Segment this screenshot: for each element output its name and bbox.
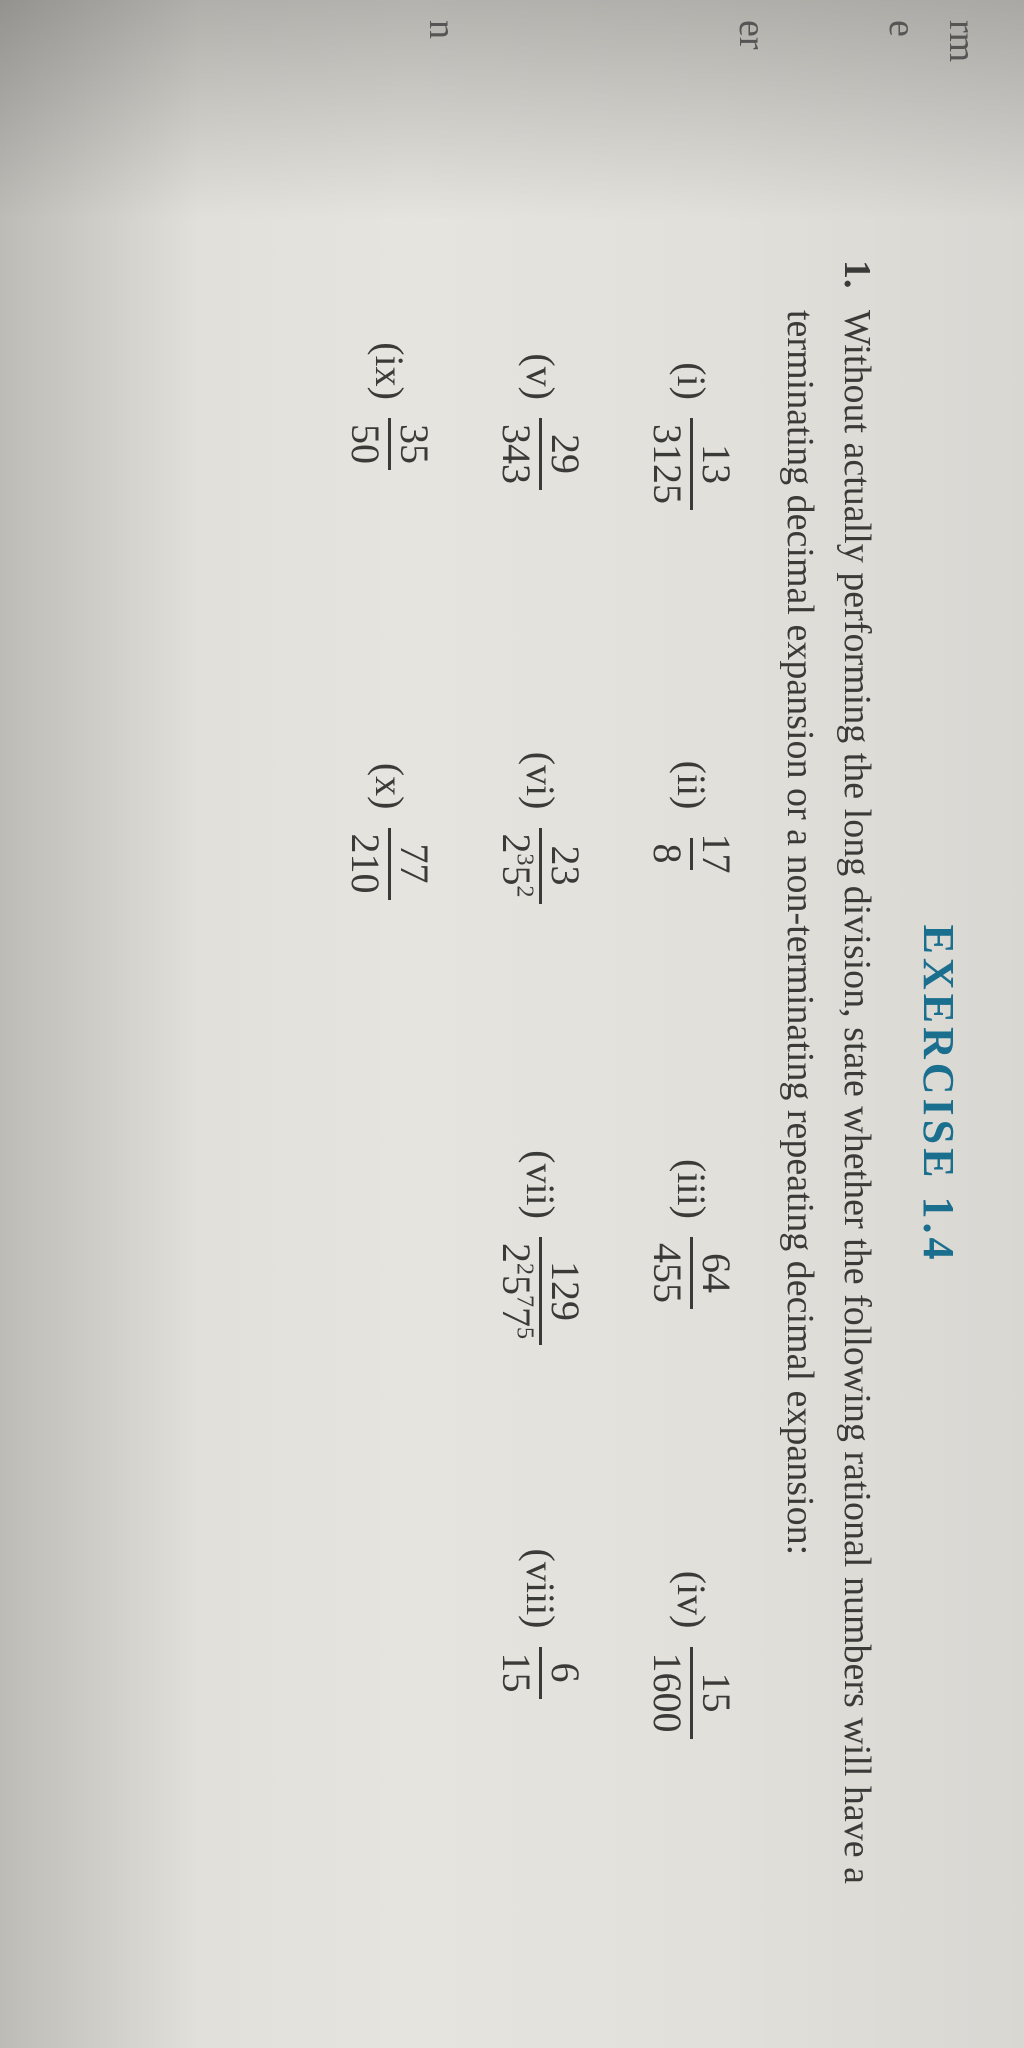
fraction-denominator: 3125: [646, 418, 693, 510]
empty-cell: [344, 1129, 435, 1519]
den-exp: 2: [511, 886, 537, 898]
den-exp: 5: [511, 1327, 537, 1339]
exercise-title: EXERCISE 1.4: [913, 260, 964, 1928]
option-v: (v) 29 343: [495, 310, 586, 700]
fraction-numerator: 6: [542, 1657, 586, 1689]
fraction-denominator: 1600: [646, 1647, 693, 1739]
margin-fragment: e: [880, 20, 924, 37]
fraction: 15 1600: [646, 1647, 737, 1739]
fraction-numerator: 23: [542, 840, 586, 892]
den-exp: 3: [511, 854, 537, 866]
option-i: (i) 13 3125: [646, 310, 737, 700]
fraction-denominator: 455: [646, 1237, 693, 1309]
fraction-numerator: 29: [542, 428, 586, 480]
option-label: (ix): [366, 310, 413, 400]
fraction-denominator: 50: [344, 418, 391, 470]
empty-cell: [344, 1539, 435, 1929]
fraction-denominator: 343: [495, 418, 542, 490]
margin-fragment: rm: [940, 20, 984, 62]
fraction-denominator: 8: [646, 838, 693, 870]
option-vii: (vii) 129 225775: [495, 1129, 586, 1519]
den-exp: 2: [511, 1263, 537, 1275]
fraction-denominator: 210: [344, 828, 391, 900]
option-label: (x): [366, 720, 413, 810]
options-grid: (i) 13 3125 (ii) 17 8 (iii) 64 455 (iv) …: [344, 310, 737, 1928]
fraction-numerator: 13: [693, 438, 737, 490]
option-label: (vii): [517, 1129, 564, 1219]
option-iii: (iii) 64 455: [646, 1129, 737, 1519]
question-number: 1.: [828, 260, 885, 310]
question-text: Without actually performing the long div…: [771, 310, 885, 1928]
fraction-denominator: 225775: [495, 1237, 542, 1345]
option-label: (ii): [668, 720, 715, 810]
fraction: 6 15: [495, 1647, 586, 1699]
fraction: 64 455: [646, 1237, 737, 1309]
fraction: 129 225775: [495, 1237, 586, 1345]
option-label: (v): [517, 310, 564, 400]
fraction-numerator: 77: [391, 838, 435, 890]
fraction: 13 3125: [646, 418, 737, 510]
den-base: 5: [494, 1275, 539, 1295]
fraction-numerator: 17: [693, 828, 737, 880]
option-viii: (viii) 6 15: [495, 1539, 586, 1929]
fraction: 77 210: [344, 828, 435, 900]
margin-fragment: n: [420, 20, 464, 39]
option-vi: (vi) 23 2352: [495, 720, 586, 1110]
fraction: 23 2352: [495, 828, 586, 904]
shade-bottom: [0, 0, 200, 2048]
fraction-numerator: 129: [542, 1255, 586, 1327]
den-base: 7: [494, 1307, 539, 1327]
den-exp: 7: [511, 1295, 537, 1307]
page-surface: rm e er n EXERCISE 1.4 1. Without actual…: [0, 0, 1024, 2048]
fraction: 17 8: [646, 828, 737, 880]
margin-fragment: er: [730, 20, 774, 50]
option-ii: (ii) 17 8: [646, 720, 737, 1110]
question-block: 1. Without actually performing the long …: [771, 260, 885, 1928]
fraction-numerator: 15: [693, 1667, 737, 1719]
option-label: (iii): [668, 1129, 715, 1219]
option-iv: (iv) 15 1600: [646, 1539, 737, 1929]
fraction-numerator: 64: [693, 1247, 737, 1299]
den-base: 2: [494, 834, 539, 854]
fraction-numerator: 35: [391, 418, 435, 470]
option-label: (viii): [517, 1539, 564, 1629]
shade-left: [0, 0, 1024, 220]
option-label: (i): [668, 310, 715, 400]
option-ix: (ix) 35 50: [344, 310, 435, 700]
option-label: (iv): [668, 1539, 715, 1629]
fraction-denominator: 2352: [495, 828, 542, 904]
fraction: 29 343: [495, 418, 586, 490]
den-base: 2: [494, 1243, 539, 1263]
fraction-denominator: 15: [495, 1647, 542, 1699]
option-label: (vi): [517, 720, 564, 810]
den-base: 5: [494, 866, 539, 886]
fraction: 35 50: [344, 418, 435, 470]
option-x: (x) 77 210: [344, 720, 435, 1110]
